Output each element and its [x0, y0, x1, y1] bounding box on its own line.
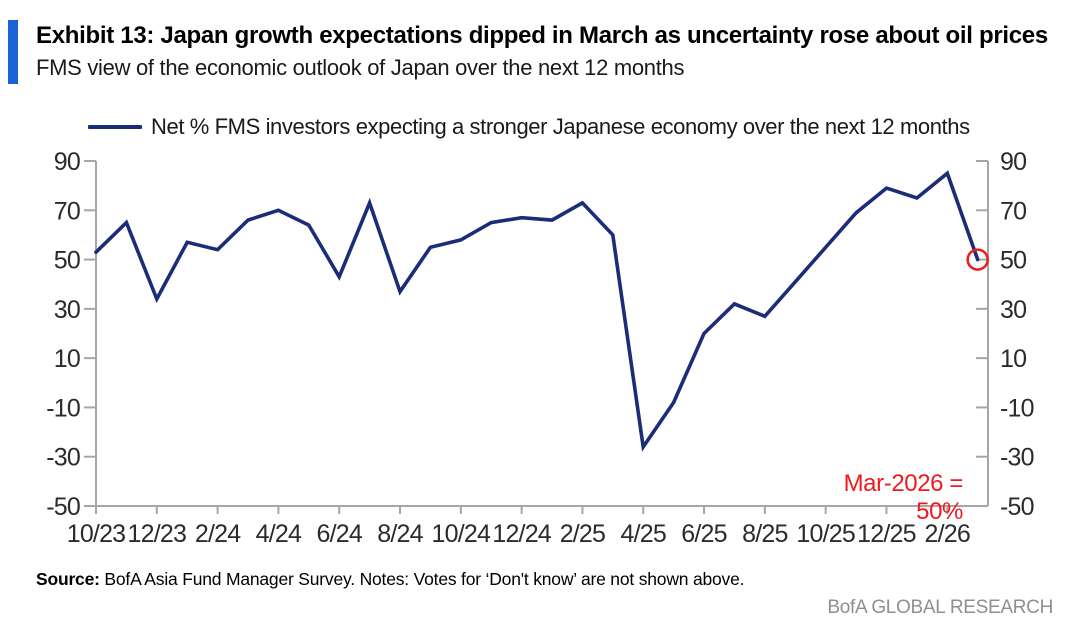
- x-tick-label: 4/25: [621, 520, 666, 548]
- y-tick-label-left: -30: [46, 444, 80, 472]
- y-tick-label-right: -30: [1000, 444, 1034, 472]
- x-tick-label: 12/23: [128, 520, 187, 548]
- highlight-circle: [966, 248, 989, 271]
- y-tick-label-left: 90: [54, 148, 80, 176]
- highlight-annotation: Mar-2026 = 50%: [843, 470, 964, 525]
- x-tick-label: 10/23: [67, 520, 126, 548]
- y-tick-label-right: 10: [1000, 345, 1026, 373]
- x-tick-label: 6/25: [681, 520, 726, 548]
- x-tick-label: 12/24: [492, 520, 551, 548]
- source-text: BofA Asia Fund Manager Survey. Notes: Vo…: [99, 569, 745, 589]
- y-tick-label-left: 50: [54, 247, 80, 275]
- chart-legend: Net % FMS investors expecting a stronger…: [88, 114, 970, 140]
- x-tick-label: 10/24: [432, 520, 491, 548]
- y-tick-label-left: -50: [46, 493, 80, 521]
- y-tick-label-right: -10: [1000, 394, 1034, 422]
- source-label: Source:: [36, 569, 100, 589]
- x-tick-label: 2/25: [560, 520, 605, 548]
- x-tick-label: 10/25: [796, 520, 855, 548]
- chart-area: 90 90 70 70 50 50 30 30 10 10 -10 -10 -30 -30 -50 -50 10…: [0, 140, 1080, 580]
- y-tick-label-left: 70: [54, 197, 80, 225]
- exhibit-title: Exhibit 13: Japan growth expectations di…: [36, 22, 1048, 49]
- y-tick-label-right: 90: [1000, 148, 1026, 176]
- y-tick-label-left: 30: [54, 296, 80, 324]
- legend-line-swatch: [88, 125, 142, 129]
- title-accent-bar: [8, 20, 18, 84]
- y-tick-label-right: 30: [1000, 296, 1026, 324]
- x-tick-label: 2/26: [925, 520, 970, 548]
- x-tick-label: 8/24: [377, 520, 423, 548]
- legend-label: Net % FMS investors expecting a stronger…: [151, 114, 970, 139]
- x-tick-label: 2/24: [195, 520, 241, 548]
- y-tick-label-left: -10: [46, 394, 80, 422]
- y-tick-label-right: 70: [1000, 197, 1026, 225]
- x-tick-label: 6/24: [316, 520, 362, 548]
- series-line: [94, 170, 980, 452]
- y-tick-label-right: -50: [1000, 493, 1034, 521]
- y-tick-label-right: 50: [1000, 247, 1026, 275]
- y-tick-label-left: 10: [54, 345, 80, 373]
- x-tick-label: 4/24: [256, 520, 302, 548]
- x-tick-label: 12/25: [857, 520, 916, 548]
- exhibit-subtitle: FMS view of the economic outlook of Japa…: [36, 55, 685, 80]
- source-note: Source: BofA Asia Fund Manager Survey. N…: [36, 569, 744, 590]
- x-tick-label: 8/25: [742, 520, 787, 548]
- brand-mark: BofA GLOBAL RESEARCH: [827, 597, 1053, 618]
